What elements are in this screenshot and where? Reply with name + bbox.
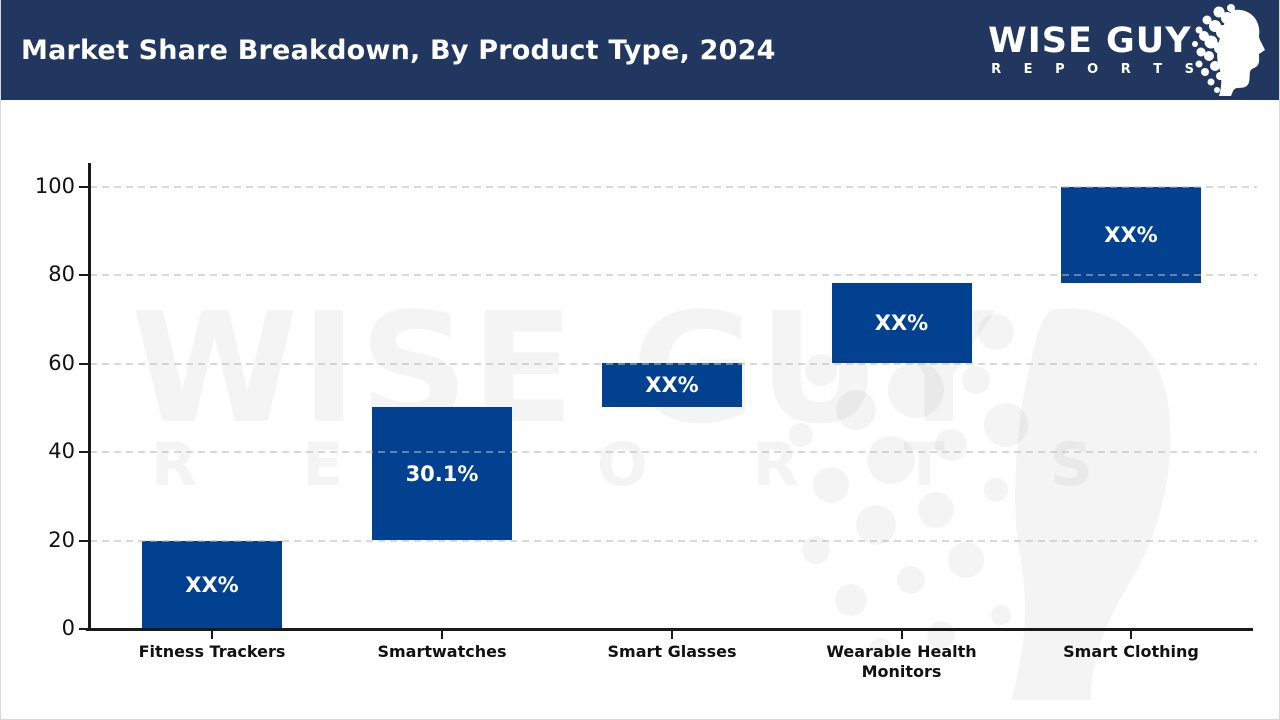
bar-smart-clothing: XX% xyxy=(1061,186,1201,283)
chart-canvas: WISE GUY R E P O R T S 020406080100XX%30… xyxy=(1,100,1279,719)
x-tick-label: Smart Clothing xyxy=(1063,642,1199,661)
y-tick-mark xyxy=(79,451,88,454)
x-tick-label: Smartwatches xyxy=(377,642,507,661)
y-tick-mark xyxy=(79,362,88,365)
bar-value-label: 30.1% xyxy=(405,461,479,486)
y-gridline xyxy=(90,362,1257,365)
x-tick-label: Smart Glasses xyxy=(607,642,737,661)
bar-value-label: XX% xyxy=(645,373,699,398)
x-tick-mark xyxy=(1130,630,1133,639)
brand-name: WISE GUY xyxy=(988,20,1192,61)
y-gridline xyxy=(90,539,1257,542)
y-tick-mark xyxy=(79,274,88,277)
bar-value-label: XX% xyxy=(185,572,239,597)
x-axis-spine xyxy=(86,628,1253,631)
x-tick-label: Wearable Health Monitors xyxy=(826,642,977,681)
x-tick-mark xyxy=(900,630,903,639)
bar-fitness-trackers: XX% xyxy=(142,540,282,629)
x-tick-mark xyxy=(671,630,674,639)
brand-subtitle: R E P O R T S xyxy=(991,61,1203,77)
y-tick-mark xyxy=(79,539,88,542)
bar-value-label: XX% xyxy=(874,310,929,335)
bar-value-label: XX% xyxy=(1104,222,1158,247)
y-gridline xyxy=(90,185,1257,188)
brand-logo: WISE GUY R E P O R T S xyxy=(988,4,1267,96)
x-tick-mark xyxy=(211,630,214,639)
y-tick-label: 0 xyxy=(61,616,75,640)
y-tick-label: 100 xyxy=(34,173,75,198)
face-profile-logo-icon xyxy=(1192,4,1265,96)
y-tick-label: 40 xyxy=(48,439,75,463)
y-gridline xyxy=(90,451,1257,453)
y-tick-label: 80 xyxy=(48,262,75,286)
brand-logo-text: WISE GUY R E P O R T S xyxy=(988,20,1203,77)
bar-smartwatches: 30.1% xyxy=(372,407,512,541)
y-gridline xyxy=(90,274,1257,276)
bar-wearable-health-monitors: XX% xyxy=(831,282,972,364)
x-tick-label: Fitness Trackers xyxy=(138,642,286,661)
x-tick-mark xyxy=(441,630,444,639)
y-tick-mark xyxy=(79,185,88,188)
y-axis-spine xyxy=(88,163,91,631)
y-tick-label: 60 xyxy=(48,350,75,375)
y-tick-mark xyxy=(79,628,88,631)
bar-smart-glasses: XX% xyxy=(602,363,742,408)
page-title: Market Share Breakdown, By Product Type,… xyxy=(21,34,776,66)
header-banner: Market Share Breakdown, By Product Type,… xyxy=(1,0,1279,100)
y-tick-label: 20 xyxy=(48,527,75,552)
